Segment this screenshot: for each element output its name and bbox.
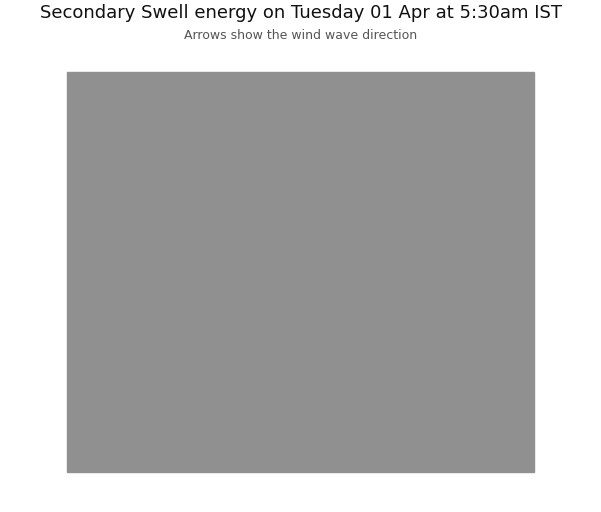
Text: Arrows show the wind wave direction: Arrows show the wind wave direction (184, 29, 417, 41)
Bar (67, 72, 534, 472)
Text: Secondary Swell energy on Tuesday 01 Apr at 5:30am IST: Secondary Swell energy on Tuesday 01 Apr… (40, 4, 561, 22)
